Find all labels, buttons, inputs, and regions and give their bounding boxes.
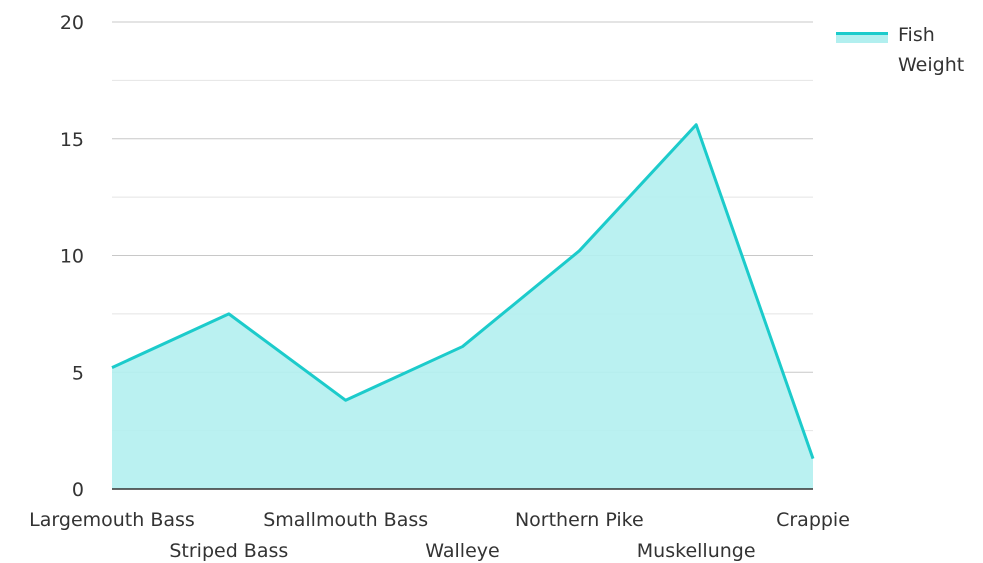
x-axis-tick-labels: Largemouth Bass Striped Bass Smallmouth Ba… — [29, 509, 850, 562]
series-area-fish-weight — [112, 124, 813, 490]
x-tick-label: Northern Pike — [515, 509, 644, 531]
y-tick-label: 5 — [72, 362, 84, 384]
legend-label-fish-weight: Fish Weight — [898, 24, 965, 76]
x-tick-label: Crappie — [776, 509, 850, 531]
y-tick-label: 0 — [72, 479, 84, 501]
series-line-fish-weight — [111, 123, 815, 460]
x-tick-label: Muskellunge — [637, 540, 756, 562]
y-axis-tick-labels: 0 5 10 15 20 — [60, 12, 84, 501]
x-tick-label: Smallmouth Bass — [263, 509, 428, 531]
x-tick-label: Largemouth Bass — [29, 509, 195, 531]
legend-swatch-fish-weight — [836, 32, 888, 43]
y-tick-label: 15 — [60, 129, 84, 151]
y-tick-label: 20 — [60, 12, 84, 34]
x-tick-label: Striped Bass — [169, 540, 288, 562]
y-tick-label: 10 — [60, 246, 84, 268]
x-tick-label: Walleye — [425, 540, 499, 562]
